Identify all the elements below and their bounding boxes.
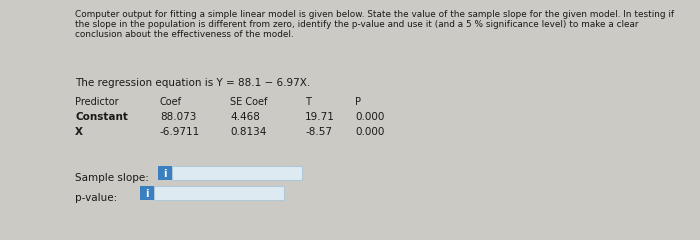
Text: i: i [163, 169, 167, 179]
FancyBboxPatch shape [154, 186, 284, 200]
Text: -8.57: -8.57 [305, 127, 332, 137]
Text: T: T [305, 97, 311, 107]
Text: Coef: Coef [160, 97, 182, 107]
Text: 19.71: 19.71 [305, 112, 335, 122]
Text: 0.8134: 0.8134 [230, 127, 267, 137]
Text: Predictor: Predictor [75, 97, 118, 107]
FancyBboxPatch shape [158, 166, 172, 180]
Text: Computer output for fitting a simple linear model is given below. State the valu: Computer output for fitting a simple lin… [75, 10, 674, 19]
Text: 4.468: 4.468 [230, 112, 260, 122]
Text: P: P [355, 97, 361, 107]
Text: SE Coef: SE Coef [230, 97, 267, 107]
Text: 0.000: 0.000 [355, 112, 384, 122]
FancyBboxPatch shape [140, 186, 154, 200]
Text: The regression equation is Y = 88.1 − 6.97X.: The regression equation is Y = 88.1 − 6.… [75, 78, 310, 88]
Text: -6.9711: -6.9711 [160, 127, 200, 137]
Text: p-value:: p-value: [75, 193, 118, 203]
Text: 88.073: 88.073 [160, 112, 197, 122]
Text: the slope in the population is different from zero, identify the p-value and use: the slope in the population is different… [75, 20, 638, 29]
FancyBboxPatch shape [172, 166, 302, 180]
Text: conclusion about the effectiveness of the model.: conclusion about the effectiveness of th… [75, 30, 293, 39]
Text: 0.000: 0.000 [355, 127, 384, 137]
Text: i: i [146, 189, 148, 199]
Text: X: X [75, 127, 83, 137]
Text: Constant: Constant [75, 112, 128, 122]
Text: Sample slope:: Sample slope: [75, 173, 149, 183]
